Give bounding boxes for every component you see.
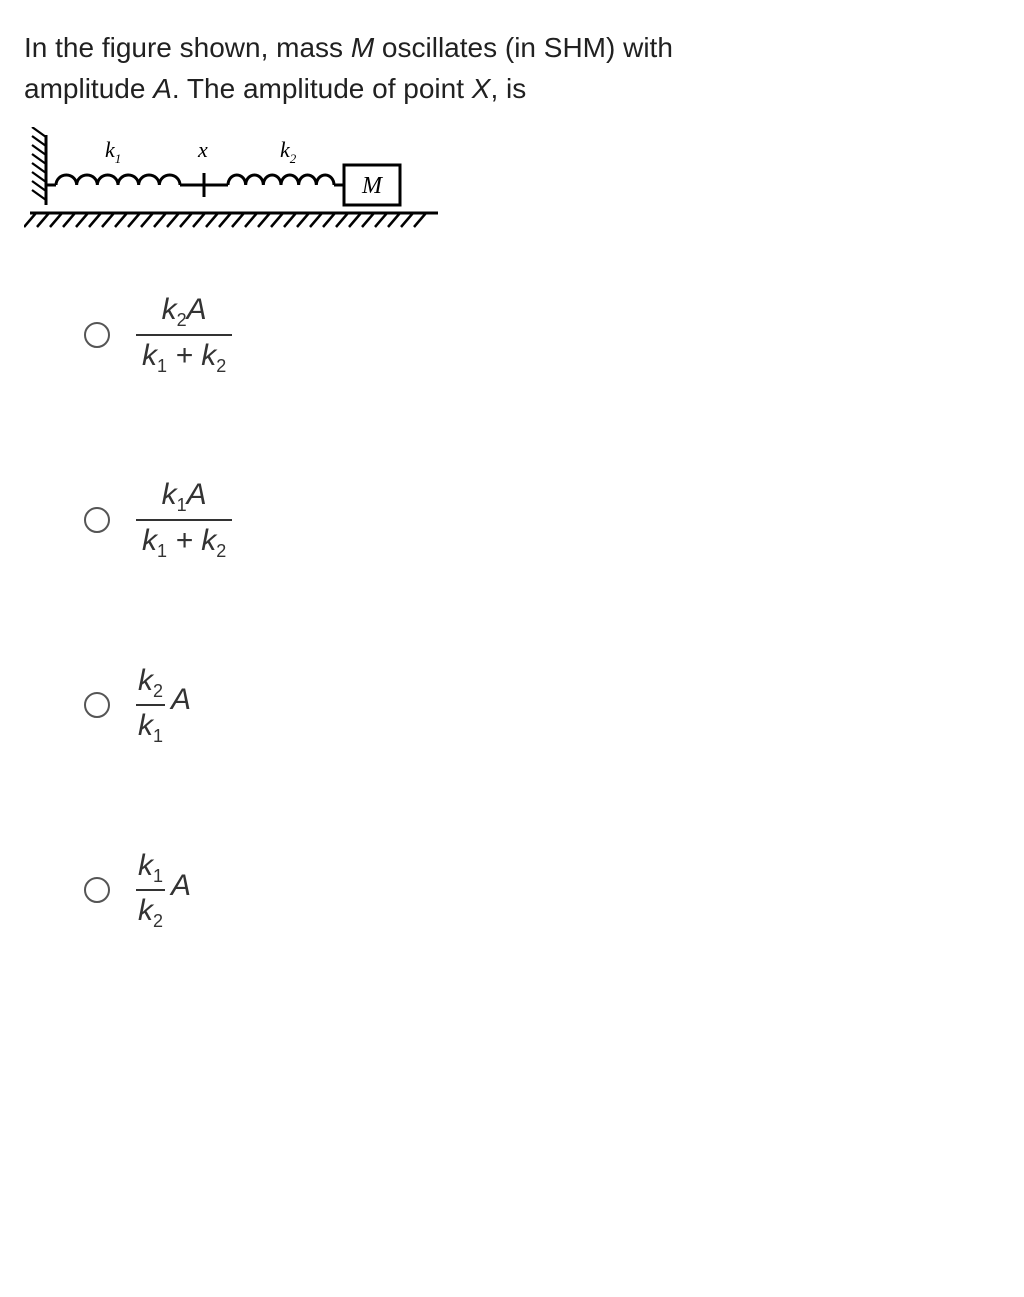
option-4-expression: k1k2A [136, 848, 191, 933]
q-line2-mid: . The amplitude of point [172, 73, 472, 104]
svg-text:x: x [197, 137, 208, 162]
option-2[interactable]: k1Ak1 + k2 [84, 477, 1000, 562]
spring-mass-figure: Mk1 x k2 [24, 127, 1000, 252]
option-2-expression: k1Ak1 + k2 [136, 477, 232, 562]
q-line1-M: M [351, 32, 374, 63]
question-text: In the figure shown, mass M oscillates (… [24, 28, 1000, 109]
option-2-radio[interactable] [84, 507, 110, 533]
q-line2-X: X [472, 73, 491, 104]
option-1-expression: k2Ak1 + k2 [136, 292, 232, 377]
svg-text:k2: k2 [280, 137, 297, 166]
option-1-radio[interactable] [84, 322, 110, 348]
option-3-expression: k2k1A [136, 663, 191, 748]
option-3-radio[interactable] [84, 692, 110, 718]
option-1[interactable]: k2Ak1 + k2 [84, 292, 1000, 377]
q-line1-post: oscillates (in SHM) with [374, 32, 673, 63]
option-4[interactable]: k1k2A [84, 848, 1000, 933]
q-line2-post: , is [490, 73, 526, 104]
option-4-radio[interactable] [84, 877, 110, 903]
svg-text:M: M [361, 173, 384, 199]
figure-svg: Mk1 x k2 [24, 127, 444, 247]
options-list: k2Ak1 + k2 k1Ak1 + k2 k2k1A k1k2A [24, 292, 1000, 933]
q-line1-pre: In the figure shown, mass [24, 32, 351, 63]
q-line2-A: A [153, 73, 172, 104]
svg-text:k1: k1 [105, 137, 121, 166]
option-3[interactable]: k2k1A [84, 663, 1000, 748]
q-line2-pre: amplitude [24, 73, 153, 104]
